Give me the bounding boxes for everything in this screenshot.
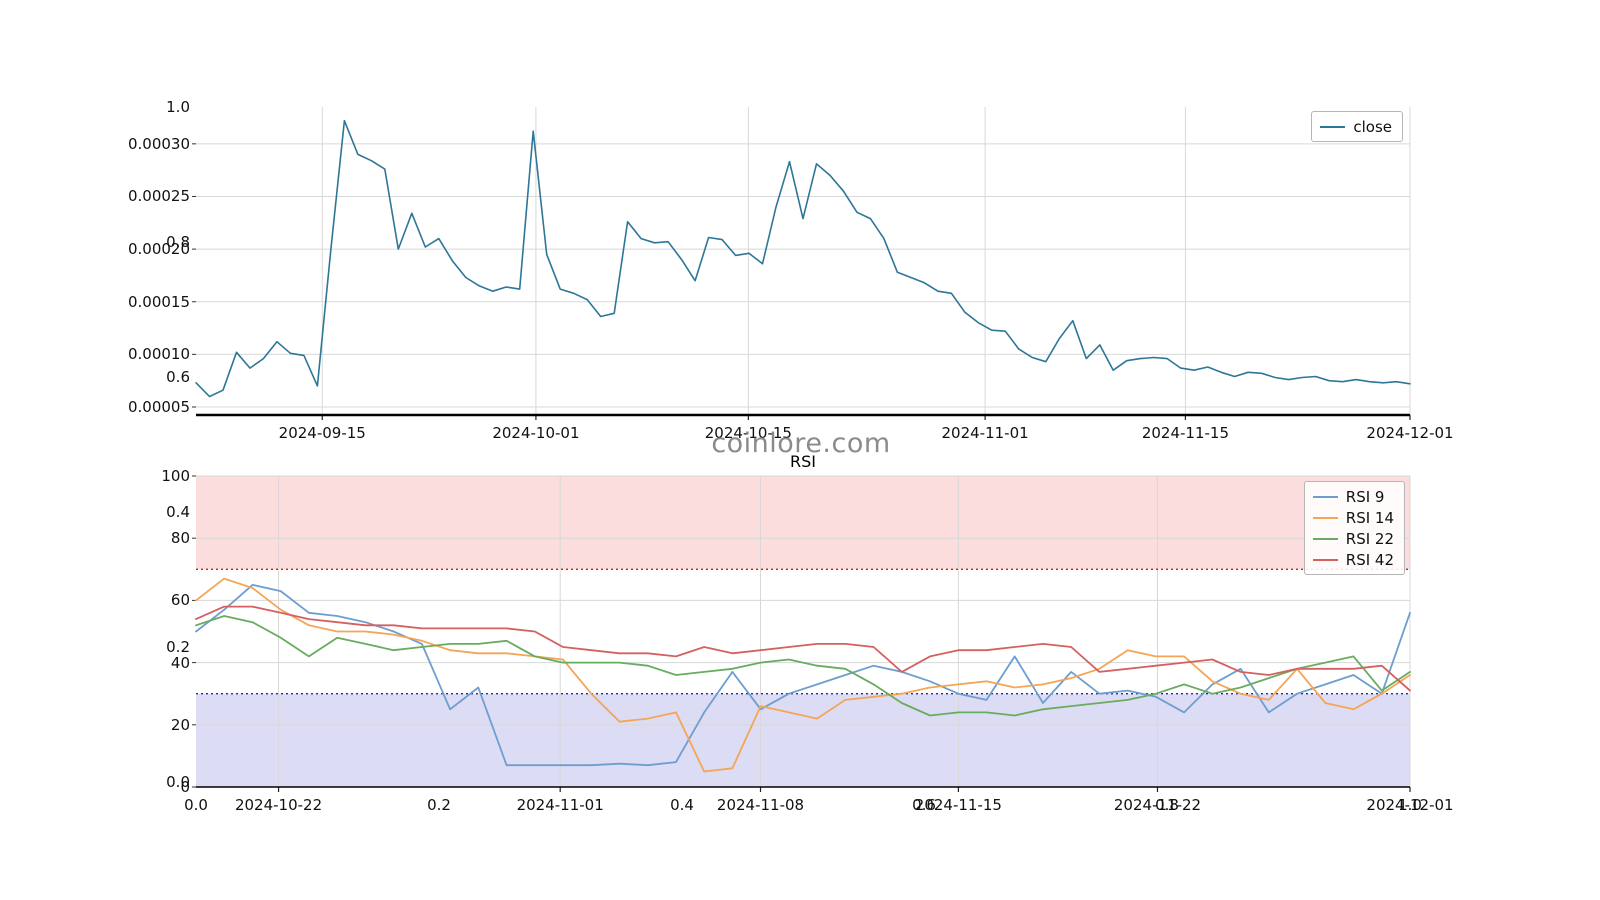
- legend-label: RSI 9: [1345, 487, 1385, 506]
- legend-entry: close: [1320, 116, 1392, 137]
- x-tick-label: 2024-10-22: [234, 796, 323, 814]
- legend-entry: RSI 14: [1312, 507, 1394, 528]
- x-tick-label: 2024-11-01: [516, 796, 604, 814]
- overlay-y-tick-label: 0.6: [166, 368, 190, 386]
- series-rsi-9: [195, 584, 1411, 767]
- x-tick-label: 2024-11-15: [914, 796, 1002, 814]
- series-rsi-42: [195, 605, 1411, 692]
- y-tick-label: 0.00030: [127, 134, 190, 153]
- legend-line-sample: [1312, 537, 1338, 540]
- legend-line-sample: [1312, 558, 1338, 561]
- legend-label: RSI 14: [1345, 508, 1394, 527]
- y-tick-label: 60: [170, 591, 190, 610]
- y-tick-label: 0.00015: [127, 292, 190, 311]
- overlay-y-tick-label: 1.0: [166, 98, 190, 116]
- legend-entry: RSI 9: [1312, 486, 1394, 507]
- overlay-y-tick-label: 0.0: [166, 773, 190, 791]
- oversold-zone: [196, 693, 1410, 787]
- overlay-y-tick-label: 0.8: [166, 233, 190, 251]
- legend-entry: RSI 42: [1312, 549, 1394, 570]
- legend-line-sample: [1320, 125, 1346, 128]
- overlay-x-tick-label: 1.0: [1398, 796, 1422, 814]
- y-tick-label: 100: [161, 467, 190, 485]
- series-rsi-14: [195, 577, 1411, 773]
- rsi-legend: RSI 9 RSI 14 RSI 22 RSI 42: [1303, 481, 1405, 575]
- y-tick-label: 80: [170, 529, 190, 548]
- x-tick-label: 2024-10-01: [492, 424, 580, 442]
- overlay-x-tick-label: 0.4: [670, 796, 694, 814]
- x-tick-label: 2024-11-08: [716, 796, 805, 814]
- rsi-chart-title: RSI: [790, 452, 816, 471]
- overlay-x-tick-label: 0.2: [427, 796, 451, 814]
- y-tick-label: 0.00020: [127, 240, 190, 259]
- series-close: [195, 119, 1411, 398]
- legend-line-sample: [1312, 516, 1338, 519]
- price-legend: close: [1311, 111, 1403, 142]
- x-tick-label: 2024-11-22: [1113, 796, 1202, 814]
- overbought-zone: [196, 476, 1410, 570]
- watermark: coinlore.com: [711, 428, 891, 459]
- series-rsi-22: [195, 615, 1411, 717]
- legend-label: close: [1353, 117, 1392, 136]
- x-tick-label: 2024-12-01: [1366, 796, 1454, 814]
- overlay-x-tick-label: 0.0: [184, 796, 208, 814]
- y-tick-label: 0.00025: [127, 187, 190, 206]
- legend-line-sample: [1312, 495, 1338, 498]
- x-tick-label: 2024-11-01: [941, 424, 1029, 442]
- x-tick-label: 2024-09-15: [278, 424, 366, 442]
- legend-label: RSI 42: [1345, 550, 1394, 569]
- overlay-x-tick-label: 0.8: [1155, 796, 1179, 814]
- y-tick-label: 20: [170, 715, 190, 734]
- overlay-x-tick-label: 0.6: [912, 796, 936, 814]
- overlay-y-tick-label: 0.2: [166, 638, 190, 656]
- y-tick-label: 0.00005: [127, 398, 190, 416]
- legend-label: RSI 22: [1345, 529, 1394, 548]
- x-tick-label: 2024-10-15: [704, 424, 792, 442]
- overlay-y-tick-label: 0.4: [166, 503, 190, 521]
- y-tick-label: 40: [170, 653, 190, 672]
- y-tick-label: 0.00010: [127, 345, 190, 364]
- x-tick-label: 2024-11-15: [1141, 424, 1229, 442]
- x-tick-label: 2024-12-01: [1366, 424, 1454, 442]
- legend-entry: RSI 22: [1312, 528, 1394, 549]
- y-tick-label: 0: [180, 778, 190, 796]
